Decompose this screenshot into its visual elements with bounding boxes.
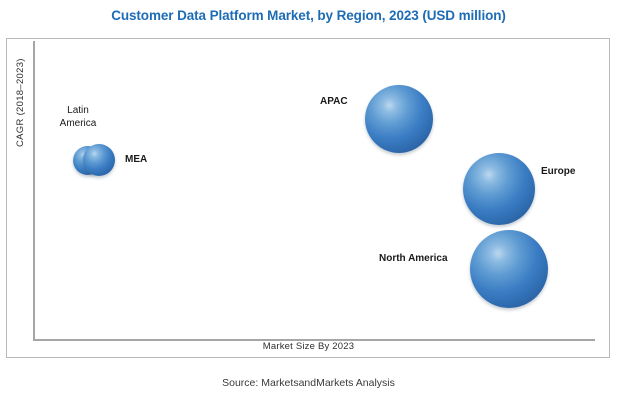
x-axis-label: Market Size By 2023 — [262, 341, 355, 352]
page-title: Customer Data Platform Market, by Region… — [111, 8, 506, 23]
x-axis-line — [33, 339, 595, 341]
y-axis-line — [33, 41, 35, 340]
chart-card: Latin America MEA APAC Europe North Ameri… — [6, 38, 610, 358]
source-caption: Source: MarketsandMarkets Analysis — [222, 377, 395, 389]
y-axis-label: CAGR (2018–2023) — [15, 58, 26, 147]
bubble-mea[interactable] — [83, 144, 115, 176]
bubble-label-north-america: North America — [379, 253, 448, 264]
bubble-label-apac: APAC — [320, 96, 348, 107]
bubble-label-europe: Europe — [541, 166, 576, 177]
bubble-apac[interactable] — [365, 85, 433, 153]
plot-area: Latin America MEA APAC Europe North Ameri… — [33, 41, 595, 341]
bubble-label-mea: MEA — [125, 154, 148, 165]
bubble-north-america[interactable] — [470, 230, 548, 308]
bubble-label-latin-america: Latin America — [59, 105, 97, 129]
bubble-europe[interactable] — [463, 153, 535, 225]
